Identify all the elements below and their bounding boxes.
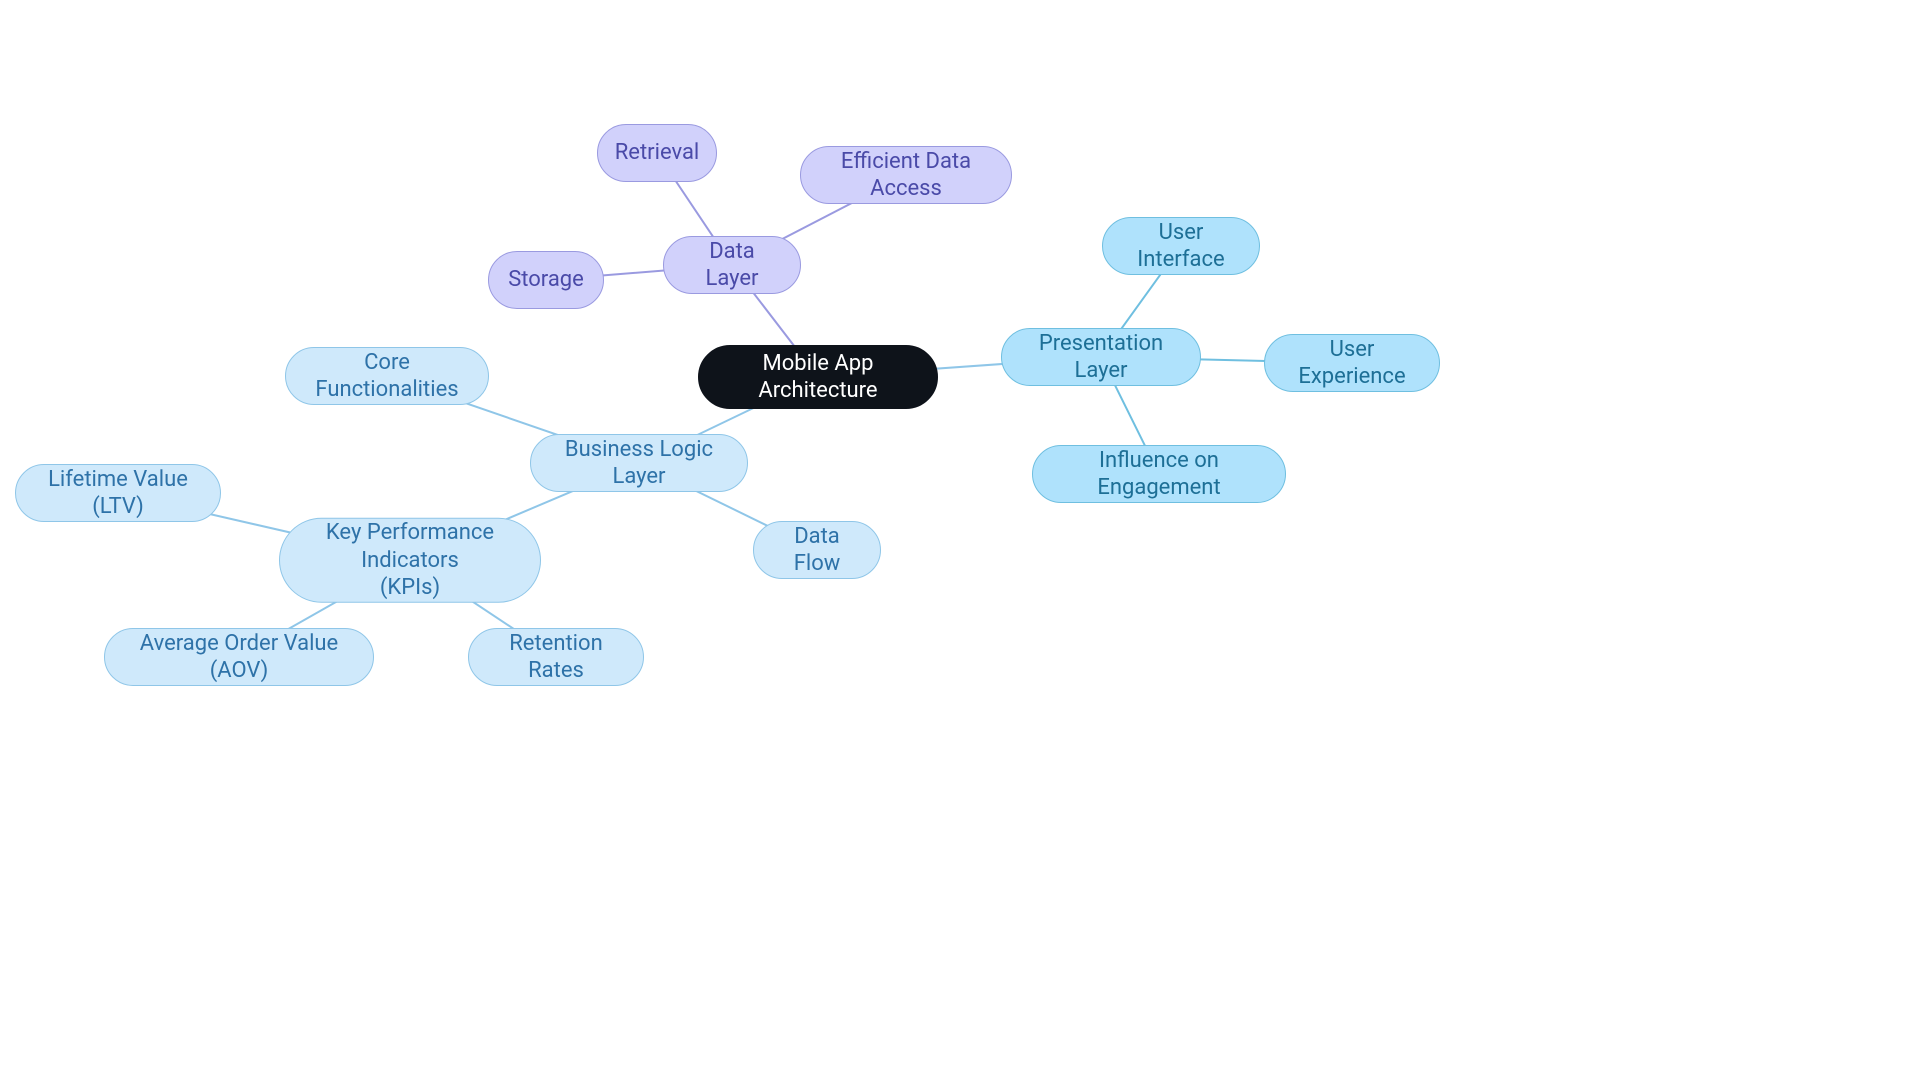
node-label: Storage: [508, 266, 584, 294]
node-label: Business Logic Layer: [559, 436, 719, 491]
node-retrieval[interactable]: Retrieval: [597, 124, 717, 182]
mindmap-canvas: Mobile App Architecture Data Layer Retriev…: [0, 0, 1920, 1083]
node-kpi[interactable]: Key Performance Indicators (KPIs): [279, 518, 541, 603]
node-label: Presentation Layer: [1030, 330, 1172, 385]
node-label: Mobile App Architecture: [727, 350, 909, 405]
node-label: Efficient Data Access: [829, 148, 983, 203]
node-presentation[interactable]: Presentation Layer: [1001, 328, 1201, 386]
node-label: Core Functionalities: [314, 349, 460, 404]
node-label: User Experience: [1293, 336, 1411, 391]
node-label: Data Flow: [782, 523, 852, 578]
node-label: Influence on Engagement: [1061, 447, 1257, 502]
node-label: Data Layer: [692, 238, 772, 293]
node-label: Key Performance Indicators (KPIs): [308, 519, 512, 602]
node-label: Lifetime Value (LTV): [44, 466, 192, 521]
node-data_flow[interactable]: Data Flow: [753, 521, 881, 579]
node-user_interface[interactable]: User Interface: [1102, 217, 1260, 275]
node-ltv[interactable]: Lifetime Value (LTV): [15, 464, 221, 522]
node-label: Average Order Value (AOV): [133, 630, 345, 685]
node-retention[interactable]: Retention Rates: [468, 628, 644, 686]
node-data_layer[interactable]: Data Layer: [663, 236, 801, 294]
node-root[interactable]: Mobile App Architecture: [698, 345, 938, 409]
node-label: Retention Rates: [497, 630, 615, 685]
node-efficient[interactable]: Efficient Data Access: [800, 146, 1012, 204]
node-label: Retrieval: [615, 139, 700, 167]
node-influence[interactable]: Influence on Engagement: [1032, 445, 1286, 503]
node-label: User Interface: [1131, 219, 1231, 274]
node-core_func[interactable]: Core Functionalities: [285, 347, 489, 405]
node-user_experience[interactable]: User Experience: [1264, 334, 1440, 392]
node-storage[interactable]: Storage: [488, 251, 604, 309]
node-aov[interactable]: Average Order Value (AOV): [104, 628, 374, 686]
node-business[interactable]: Business Logic Layer: [530, 434, 748, 492]
